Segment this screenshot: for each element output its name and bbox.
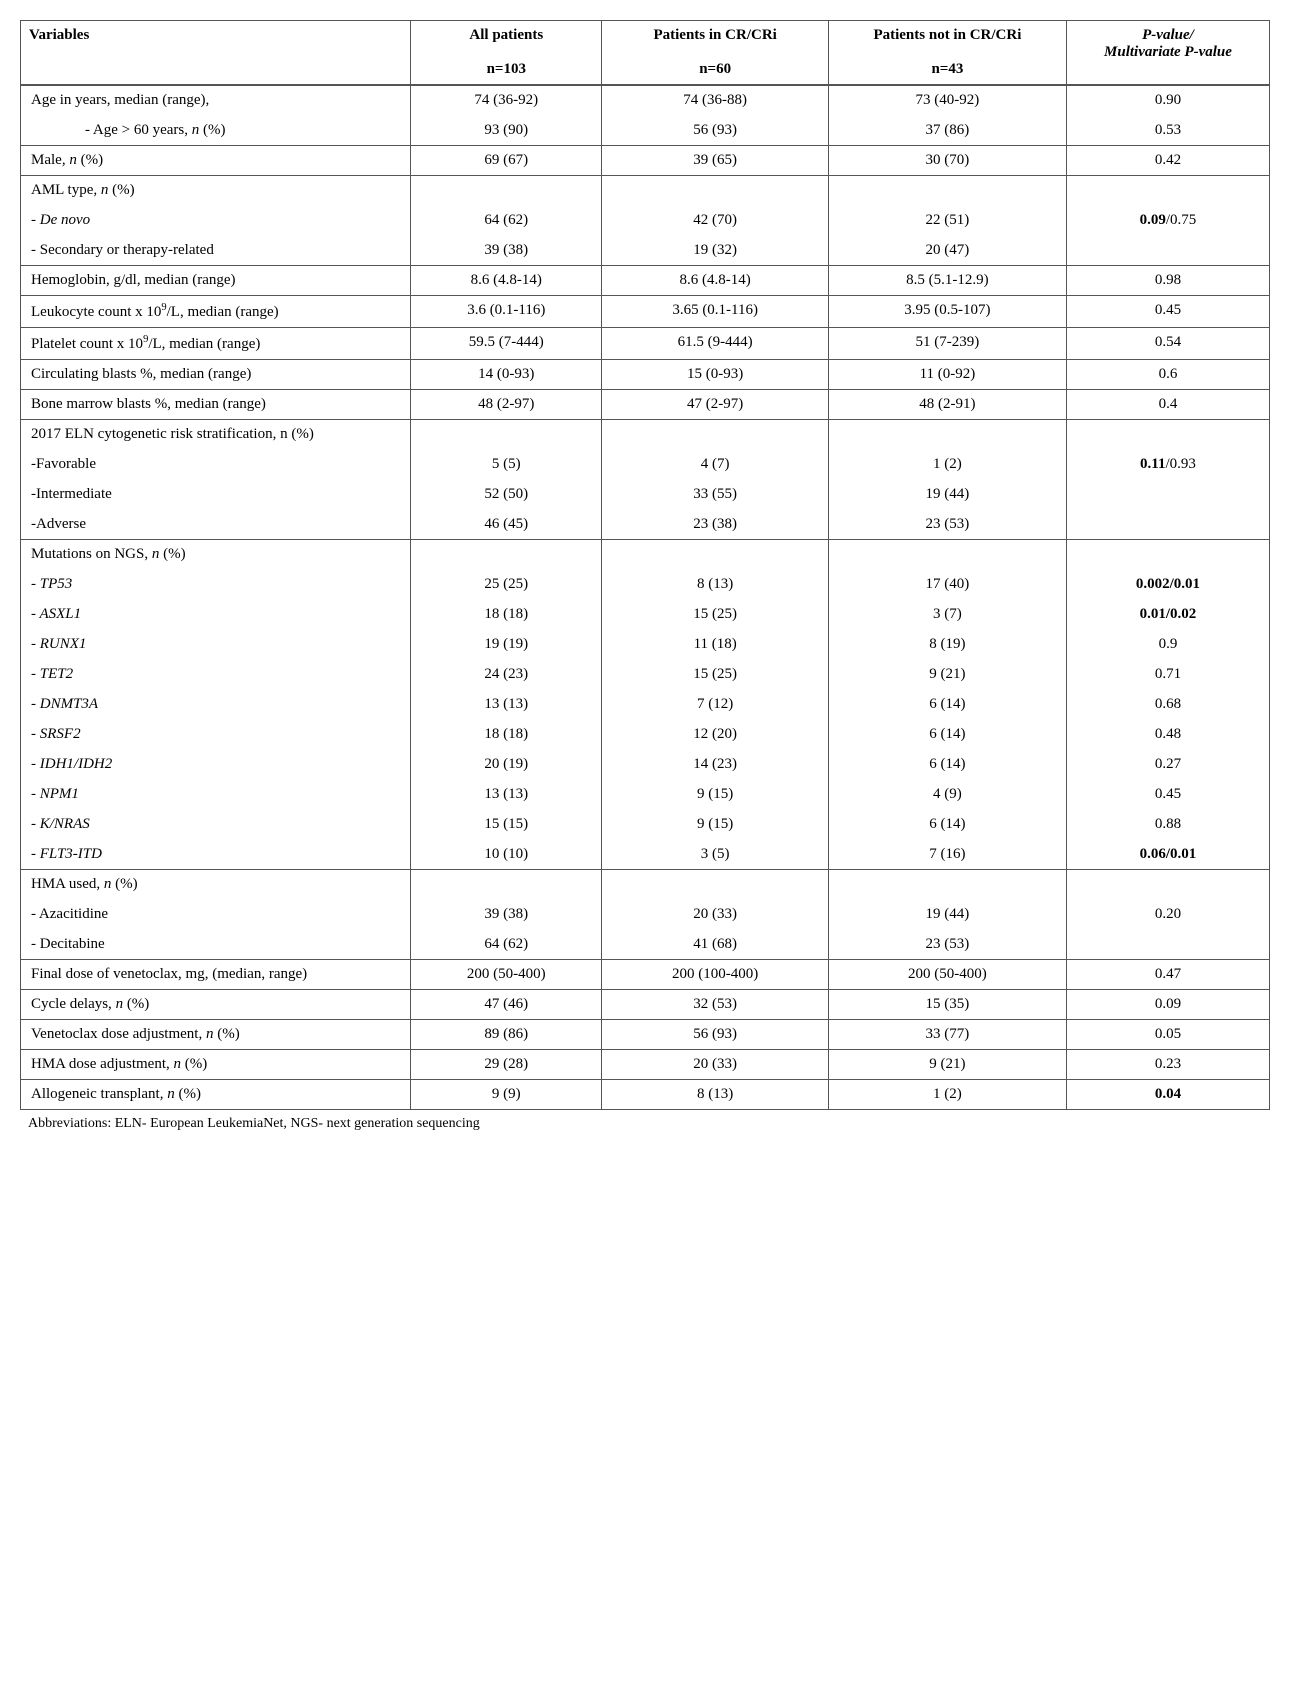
row-ngs-header: Mutations on NGS, n (%) [21, 540, 1270, 570]
header-all: All patientsn=103 [411, 21, 602, 86]
row-tet2: - TET2 24 (23) 15 (25) 9 (21) 0.71 [21, 660, 1270, 690]
row-male: Male, n (%) 69 (67) 39 (65) 30 (70) 0.42 [21, 146, 1270, 176]
row-ven-adjust: Venetoclax dose adjustment, n (%) 89 (86… [21, 1020, 1270, 1050]
row-favorable: -Favorable 5 (5) 4 (7) 1 (2) 0.11/0.93 [21, 450, 1270, 480]
row-venetoclax: Final dose of venetoclax, mg, (median, r… [21, 960, 1270, 990]
row-platelet: Platelet count x 109/L, median (range) 5… [21, 328, 1270, 360]
row-hma-adjust: HMA dose adjustment, n (%) 29 (28) 20 (3… [21, 1050, 1270, 1080]
row-age: Age in years, median (range), 74 (36-92)… [21, 85, 1270, 116]
row-decitabine: - Decitabine 64 (62) 41 (68) 23 (53) [21, 930, 1270, 960]
row-hgb: Hemoglobin, g/dl, median (range) 8.6 (4.… [21, 266, 1270, 296]
header-pvalue: P-value/Multivariate P-value [1066, 21, 1269, 86]
row-eln-header: 2017 ELN cytogenetic risk stratification… [21, 420, 1270, 450]
row-azacitidine: - Azacitidine 39 (38) 20 (33) 19 (44) 0.… [21, 900, 1270, 930]
row-srsf2: - SRSF2 18 (18) 12 (20) 6 (14) 0.48 [21, 720, 1270, 750]
row-npm1: - NPM1 13 (13) 9 (15) 4 (9) 0.45 [21, 780, 1270, 810]
row-asxl1: - ASXL1 18 (18) 15 (25) 3 (7) 0.01/0.02 [21, 600, 1270, 630]
row-bm-blasts: Bone marrow blasts %, median (range) 48 … [21, 390, 1270, 420]
row-kras: - K/NRAS 15 (15) 9 (15) 6 (14) 0.88 [21, 810, 1270, 840]
header-cr: Patients in CR/CRin=60 [602, 21, 828, 86]
row-intermediate: -Intermediate 52 (50) 33 (55) 19 (44) [21, 480, 1270, 510]
row-age60: - Age > 60 years, n (%) 93 (90) 56 (93) … [21, 116, 1270, 146]
header-not: Patients not in CR/CRin=43 [828, 21, 1066, 86]
header-variables: Variables [21, 21, 411, 86]
row-dnmt3a: - DNMT3A 13 (13) 7 (12) 6 (14) 0.68 [21, 690, 1270, 720]
row-runx1: - RUNX1 19 (19) 11 (18) 8 (19) 0.9 [21, 630, 1270, 660]
row-leukocyte: Leukocyte count x 109/L, median (range) … [21, 296, 1270, 328]
row-aml-header: AML type, n (%) [21, 176, 1270, 206]
row-hma-header: HMA used, n (%) [21, 870, 1270, 900]
row-allo: Allogeneic transplant, n (%) 9 (9) 8 (13… [21, 1080, 1270, 1110]
row-circ-blasts: Circulating blasts %, median (range) 14 … [21, 360, 1270, 390]
row-cycle-delays: Cycle delays, n (%) 47 (46) 32 (53) 15 (… [21, 990, 1270, 1020]
abbreviations-footer: Abbreviations: ELN- European LeukemiaNet… [20, 1116, 1270, 1132]
row-idh: - IDH1/IDH2 20 (19) 14 (23) 6 (14) 0.27 [21, 750, 1270, 780]
row-denovo: - De novo 64 (62) 42 (70) 22 (51) 0.09/0… [21, 206, 1270, 236]
row-secondary: - Secondary or therapy-related 39 (38) 1… [21, 236, 1270, 266]
row-tp53: - TP53 25 (25) 8 (13) 17 (40) 0.002/0.01 [21, 570, 1270, 600]
row-adverse: -Adverse 46 (45) 23 (38) 23 (53) [21, 510, 1270, 540]
clinical-table: Variables All patientsn=103 Patients in … [20, 20, 1270, 1110]
row-flt3: - FLT3-ITD 10 (10) 3 (5) 7 (16) 0.06/0.0… [21, 840, 1270, 870]
